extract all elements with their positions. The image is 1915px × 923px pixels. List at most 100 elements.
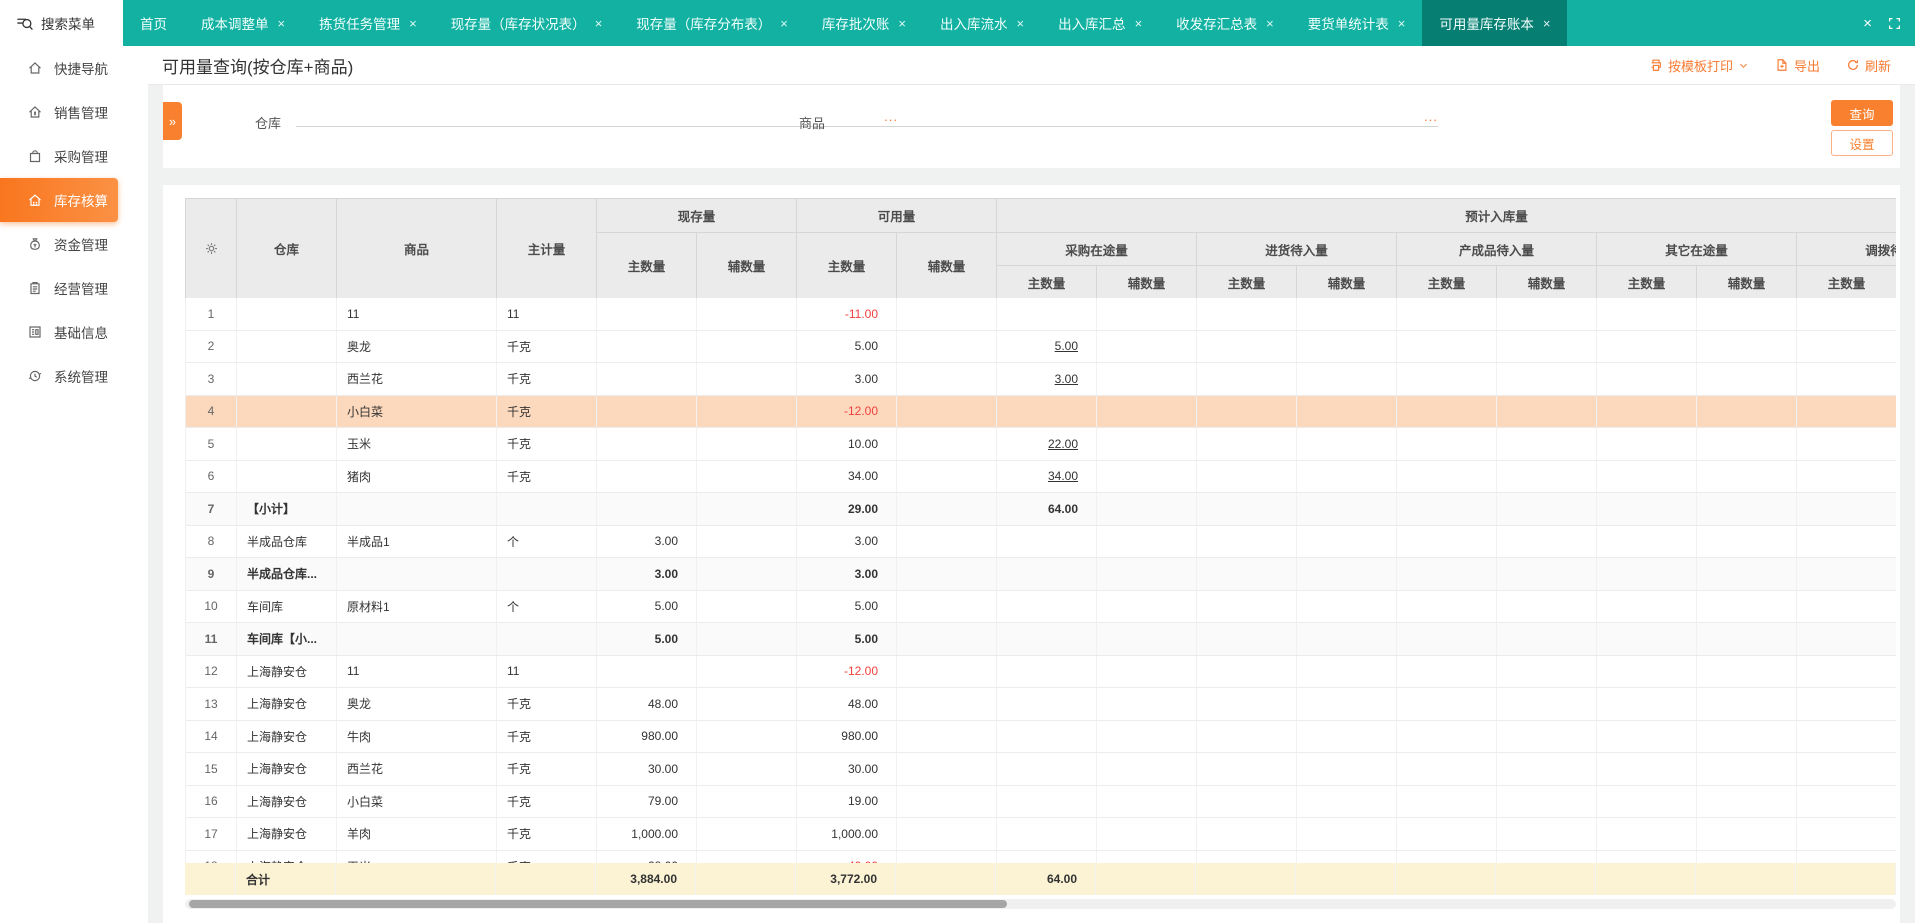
tab[interactable]: 要货单统计表 × <box>1291 0 1423 46</box>
sidebar-item-inventory[interactable]: 库存核算 <box>0 178 118 222</box>
table-row[interactable]: 4 小白菜 千克 -12.00 <box>186 395 1896 428</box>
tab[interactable]: 现存量（库存状况表） × <box>434 0 620 46</box>
table-row[interactable]: 1 11 11 -11.00 <box>186 298 1896 331</box>
tab-close-icon[interactable]: × <box>1542 15 1551 31</box>
tab[interactable]: 出入库汇总 × <box>1041 0 1159 46</box>
inventory-icon <box>29 194 41 206</box>
column-settings-button[interactable] <box>186 199 237 299</box>
cell-incoming_aux <box>1297 298 1397 330</box>
tab-close-icon[interactable]: × <box>780 15 788 31</box>
cell-finished_main <box>1397 655 1497 687</box>
warehouse-picker-icon[interactable]: ... <box>884 109 898 124</box>
settings-button[interactable]: 设置 <box>1831 130 1893 156</box>
tab[interactable]: 出入库流水 × <box>923 0 1041 46</box>
cell-avail_aux <box>897 655 997 687</box>
cell-purchase_main: 3.00 <box>997 363 1097 395</box>
cell-transfer_main <box>1797 396 1896 428</box>
warehouse-filter-input[interactable]: ... <box>296 99 898 127</box>
table-row[interactable]: 8 半成品仓库 半成品1 个 3.00 3.00 <box>186 525 1896 558</box>
cell-unit: 千克 <box>497 428 597 460</box>
query-button[interactable]: 查询 <box>1831 100 1893 126</box>
cell-incoming_main <box>1197 363 1297 395</box>
table-row[interactable]: 18上海静安仓玉米千克28.00 -40.00 <box>186 850 1896 863</box>
tab[interactable]: 库存批次账 × <box>805 0 923 46</box>
table-row[interactable]: 13 上海静安仓 奥龙 千克 48.00 48.00 <box>186 688 1896 721</box>
fullscreen-icon[interactable] <box>1888 17 1901 30</box>
tab-close-icon[interactable]: × <box>1134 15 1143 31</box>
cell-seq: 18 <box>186 850 237 863</box>
tab[interactable]: 现存量（库存分布表） × <box>619 0 805 46</box>
cell-incoming_aux <box>1297 330 1397 362</box>
cell-purchase_aux <box>1097 623 1197 655</box>
table-row[interactable]: 2 奥龙 千克 5.00 5.00 <box>186 330 1896 363</box>
cell-finished_aux <box>1497 818 1597 850</box>
table-row[interactable]: 12 上海静安仓 11 11 -12.00 <box>186 655 1896 688</box>
tab-close-icon[interactable]: × <box>594 15 603 31</box>
tab-list: 首页 成本调整单 × 拣货任务管理 × 现存量（库存状况表） × 现存量（库存分布表） × 库存批… <box>123 0 1568 46</box>
cell-incoming_aux <box>1297 753 1397 785</box>
cell-stock_main: 980.00 <box>597 720 697 752</box>
sidebar-item-funds[interactable]: 资金管理 <box>0 222 148 266</box>
table-row[interactable]: 6 猪肉 千克 34.00 34.00 <box>186 460 1896 493</box>
cell-incoming_aux <box>1297 623 1397 655</box>
product-picker-icon[interactable]: ... <box>1424 109 1438 124</box>
tab[interactable]: 成本调整单 × <box>184 0 302 46</box>
table-row[interactable]: 3 西兰花 千克 3.00 3.00 <box>186 363 1896 396</box>
search-menu[interactable]: 搜索菜单 <box>0 0 123 46</box>
cell-seq: 12 <box>186 655 237 687</box>
cell-finished_aux <box>1497 720 1597 752</box>
cell-other_main <box>1597 785 1697 817</box>
tab-close-icon[interactable]: × <box>898 15 906 31</box>
refresh-label: 刷新 <box>1864 58 1891 74</box>
horizontal-scrollbar[interactable] <box>185 899 1896 909</box>
table-row[interactable]: 17 上海静安仓 羊肉 千克 1,000.00 1,000.00 <box>186 818 1896 851</box>
tab-close-icon[interactable]: × <box>1397 15 1406 31</box>
table-row[interactable]: 10 车间库 原材料1 个 5.00 5.00 <box>186 590 1896 623</box>
table-row[interactable]: 15 上海静安仓 西兰花 千克 30.00 30.00 <box>186 753 1896 786</box>
tab-label: 库存批次账 <box>821 17 890 32</box>
export-button[interactable]: 导出 <box>1775 56 1820 75</box>
cell-unit <box>497 623 597 655</box>
tab[interactable]: 拣货任务管理 × <box>302 0 434 46</box>
tab-close-icon[interactable]: × <box>1016 15 1025 31</box>
summary-row[interactable]: 合计 3,884.00 3,772.00 64.00 <box>185 863 1896 895</box>
table-row[interactable]: 11 车间库【小... 5.00 5.00 <box>186 623 1896 656</box>
sidebar-item-operations[interactable]: 经营管理 <box>0 266 148 310</box>
cell-finished_main <box>1397 590 1497 622</box>
tab-close-icon[interactable]: × <box>277 15 286 31</box>
close-icon[interactable]: × <box>1863 14 1872 32</box>
table-row[interactable]: 5 玉米 千克 10.00 22.00 <box>186 428 1896 461</box>
cell-incoming_main <box>1197 785 1297 817</box>
cell-transfer_main <box>1797 558 1896 590</box>
print-by-template-button[interactable]: 按模板打印 <box>1649 56 1749 75</box>
tab-close-icon[interactable]: × <box>409 15 417 31</box>
cell-stock_aux <box>697 785 797 817</box>
cell-unit: 千克 <box>497 330 597 362</box>
sidebar-item-sales[interactable]: 销售管理 <box>0 90 148 134</box>
scrollbar-thumb[interactable] <box>189 900 1007 908</box>
tab[interactable]: 可用量库存账本 × <box>1422 0 1568 46</box>
cell-seq: 4 <box>186 395 237 427</box>
table-row[interactable]: 7 【小计】 29.00 64.00 <box>186 493 1896 526</box>
cell-warehouse: 半成品仓库... <box>237 558 337 590</box>
sidebar-item-system[interactable]: 系统管理 <box>0 354 148 398</box>
collapse-filter-button[interactable]: » <box>163 102 182 140</box>
refresh-button[interactable]: 刷新 <box>1846 56 1891 75</box>
cell-other_main <box>1597 330 1697 362</box>
table-row[interactable]: 9 半成品仓库... 3.00 3.00 <box>186 558 1896 591</box>
cell-incoming_aux <box>1297 590 1397 622</box>
cell-incoming_main <box>1197 688 1297 720</box>
sidebar-item-quick-nav[interactable]: 快捷导航 <box>0 46 148 90</box>
cell-finished_aux <box>1497 428 1597 460</box>
table-row[interactable]: 14 上海静安仓 牛肉 千克 980.00 980.00 <box>186 720 1896 753</box>
header-transfer-main-qty: 主数量 <box>1797 266 1896 299</box>
cell-avail_aux <box>897 688 997 720</box>
tab-close-icon[interactable]: × <box>1266 15 1274 31</box>
tab[interactable]: 首页 <box>123 0 184 46</box>
table-row[interactable]: 16 上海静安仓 小白菜 千克 79.00 19.00 <box>186 785 1896 818</box>
tab[interactable]: 收发存汇总表 × <box>1159 0 1291 46</box>
product-filter-input[interactable]: ... <box>838 99 1438 127</box>
cell-stock_main: 3.00 <box>597 558 697 590</box>
sidebar-item-base-info[interactable]: 基础信息 <box>0 310 148 354</box>
sidebar-item-purchase[interactable]: 采购管理 <box>0 134 148 178</box>
